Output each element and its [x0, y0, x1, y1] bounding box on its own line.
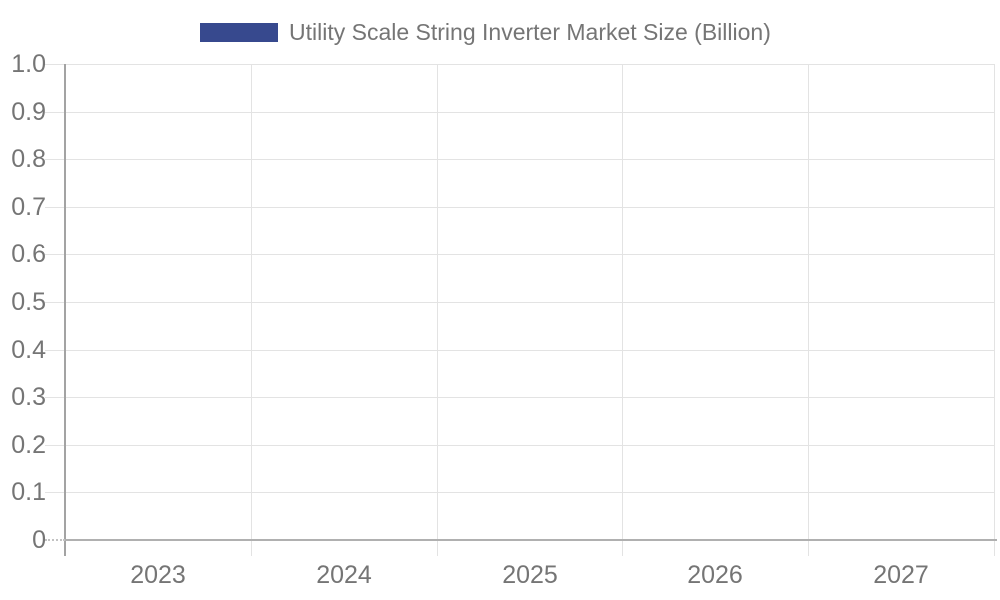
gridline-horizontal: [45, 112, 994, 113]
gridline-horizontal: [45, 159, 994, 160]
y-tick-label: 0.1: [11, 478, 46, 506]
legend-swatch-icon: [200, 23, 278, 42]
gridline-horizontal: [45, 350, 994, 351]
gridline-horizontal: [45, 207, 994, 208]
gridline-vertical: [808, 64, 809, 556]
x-tick-label: 2026: [687, 561, 743, 589]
y-axis-line: [64, 64, 66, 556]
legend-label: Utility Scale String Inverter Market Siz…: [289, 19, 771, 45]
y-tick-label: 0.6: [11, 240, 46, 268]
gridline-horizontal: [45, 302, 994, 303]
y-tick-label: 0.9: [11, 98, 46, 126]
x-tick-label: 2027: [873, 561, 929, 589]
gridline-horizontal: [45, 445, 994, 446]
y-tick-label: 0.2: [11, 431, 46, 459]
y-tick-label: 0.4: [11, 336, 46, 364]
x-tick-label: 2023: [130, 561, 186, 589]
gridline-horizontal: [45, 492, 994, 493]
x-tick-label: 2025: [502, 561, 558, 589]
y-tick-label: 0.7: [11, 193, 46, 221]
plot-area: [45, 64, 997, 556]
gridline-horizontal: [45, 254, 994, 255]
zero-tick: [45, 539, 65, 541]
y-tick-label: 0: [32, 526, 46, 554]
y-tick-label: 0.5: [11, 288, 46, 316]
gridline-vertical: [622, 64, 623, 556]
y-tick-label: 1.0: [11, 50, 46, 78]
gridline-horizontal: [45, 64, 994, 65]
x-tick-label: 2024: [316, 561, 372, 589]
gridline-vertical: [437, 64, 438, 556]
gridline-horizontal: [45, 397, 994, 398]
x-axis-baseline: [65, 539, 997, 541]
legend: Utility Scale String Inverter Market Siz…: [0, 0, 1000, 58]
gridline-vertical: [251, 64, 252, 556]
y-tick-label: 0.3: [11, 383, 46, 411]
gridline-vertical: [994, 64, 995, 556]
y-tick-label: 0.8: [11, 145, 46, 173]
